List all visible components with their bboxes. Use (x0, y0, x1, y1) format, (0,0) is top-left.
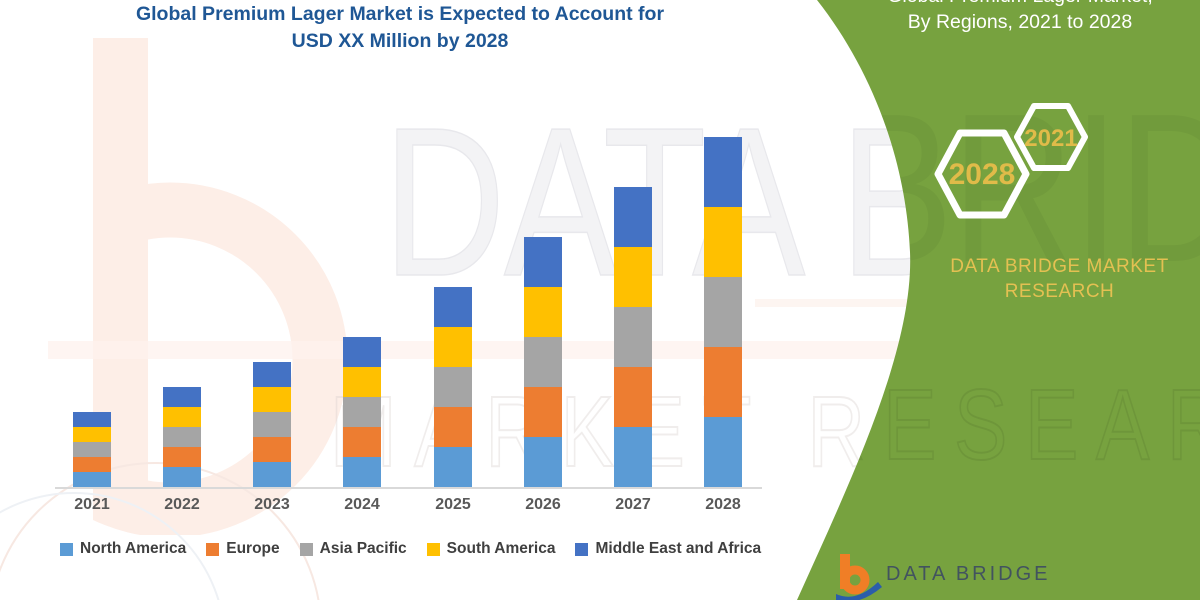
bar-segment-asia-pacific (73, 442, 111, 457)
legend-label: Asia Pacific (319, 540, 407, 557)
bar-segment-asia-pacific (434, 367, 472, 407)
bar-segment-south-america (524, 287, 562, 337)
x-tick-label-2023: 2023 (254, 496, 290, 513)
legend-item-middle-east-and-africa: Middle East and Africa (575, 540, 761, 558)
legend-item-north-america: North America (60, 540, 186, 558)
bar-segment-south-america (434, 327, 472, 367)
bar-segment-asia-pacific (253, 412, 291, 437)
bar-segment-middle-east-and-africa (704, 137, 742, 207)
bar-2025 (434, 287, 472, 487)
bar-segment-europe (614, 367, 652, 427)
legend-item-europe: Europe (206, 540, 280, 558)
bar-segment-north-america (704, 417, 742, 487)
legend-swatch-icon (299, 542, 313, 556)
legend-swatch-icon (60, 542, 73, 556)
bar-segment-europe (163, 447, 201, 467)
chart-title: Global Premium Lager Market is Expected … (75, 1, 725, 55)
bar-segment-north-america (253, 462, 291, 487)
bar-segment-south-america (704, 207, 742, 277)
bar-2027 (614, 187, 652, 487)
bar-segment-europe (73, 457, 111, 472)
bar-segment-middle-east-and-africa (253, 362, 291, 387)
bar-segment-middle-east-and-africa (73, 412, 111, 427)
bar-segment-asia-pacific (614, 307, 652, 367)
chart-title-line2: USD XX Million by 2028 (291, 30, 509, 52)
bar-segment-north-america (73, 472, 111, 487)
x-tick-label-2028: 2028 (705, 496, 741, 513)
legend-label: South America (446, 540, 556, 557)
bar-segment-north-america (524, 437, 562, 487)
x-tick-label-2022: 2022 (164, 496, 200, 513)
legend-item-asia-pacific: Asia Pacific (299, 540, 407, 558)
legend-swatch-icon (206, 542, 220, 556)
green-panel-shape (797, 0, 1200, 600)
bar-segment-asia-pacific (704, 277, 742, 347)
bar-segment-south-america (614, 247, 652, 307)
legend-label: North America (80, 540, 187, 557)
watermark-swoosh-band-small (755, 299, 940, 307)
bar-segment-middle-east-and-africa (434, 287, 472, 327)
legend-swatch-icon (426, 542, 440, 556)
bar-segment-middle-east-and-africa (343, 337, 381, 367)
bar-segment-middle-east-and-africa (163, 387, 201, 407)
bar-segment-europe (343, 427, 381, 457)
bar-segment-asia-pacific (343, 397, 381, 427)
x-tick-label-2026: 2026 (525, 496, 561, 513)
chart-title-line1: Global Premium Lager Market is Expected … (135, 3, 665, 25)
x-tick-label-2025: 2025 (435, 496, 471, 513)
bar-segment-europe (524, 387, 562, 437)
x-tick-label-2021: 2021 (74, 496, 110, 513)
bar-segment-north-america (343, 457, 381, 487)
legend-label: Europe (226, 540, 280, 557)
bar-segment-asia-pacific (524, 337, 562, 387)
x-axis-line (55, 487, 762, 489)
bar-2022 (163, 387, 201, 487)
bar-segment-south-america (73, 427, 111, 442)
bar-segment-asia-pacific (163, 427, 201, 447)
legend-swatch-icon (575, 542, 589, 556)
bar-segment-europe (253, 437, 291, 462)
bar-2028 (704, 137, 742, 487)
bar-segment-middle-east-and-africa (614, 187, 652, 247)
bar-2021 (73, 412, 111, 487)
legend-item-south-america: South America (426, 540, 556, 558)
x-tick-label-2024: 2024 (344, 496, 380, 513)
bar-segment-middle-east-and-africa (524, 237, 562, 287)
legend-label: Middle East and Africa (595, 540, 762, 557)
bar-segment-europe (704, 347, 742, 417)
legend: North America Europe Asia Pacific South Ame… (60, 540, 761, 558)
bar-segment-south-america (253, 387, 291, 412)
bar-segment-north-america (434, 447, 472, 487)
bar-segment-europe (434, 407, 472, 447)
bar-2024 (343, 337, 381, 487)
bar-2023 (253, 362, 291, 487)
bar-segment-south-america (343, 367, 381, 397)
bar-segment-south-america (163, 407, 201, 427)
bar-segment-north-america (163, 467, 201, 487)
bar-segment-north-america (614, 427, 652, 487)
x-tick-label-2027: 2027 (615, 496, 651, 513)
bar-2026 (524, 237, 562, 487)
